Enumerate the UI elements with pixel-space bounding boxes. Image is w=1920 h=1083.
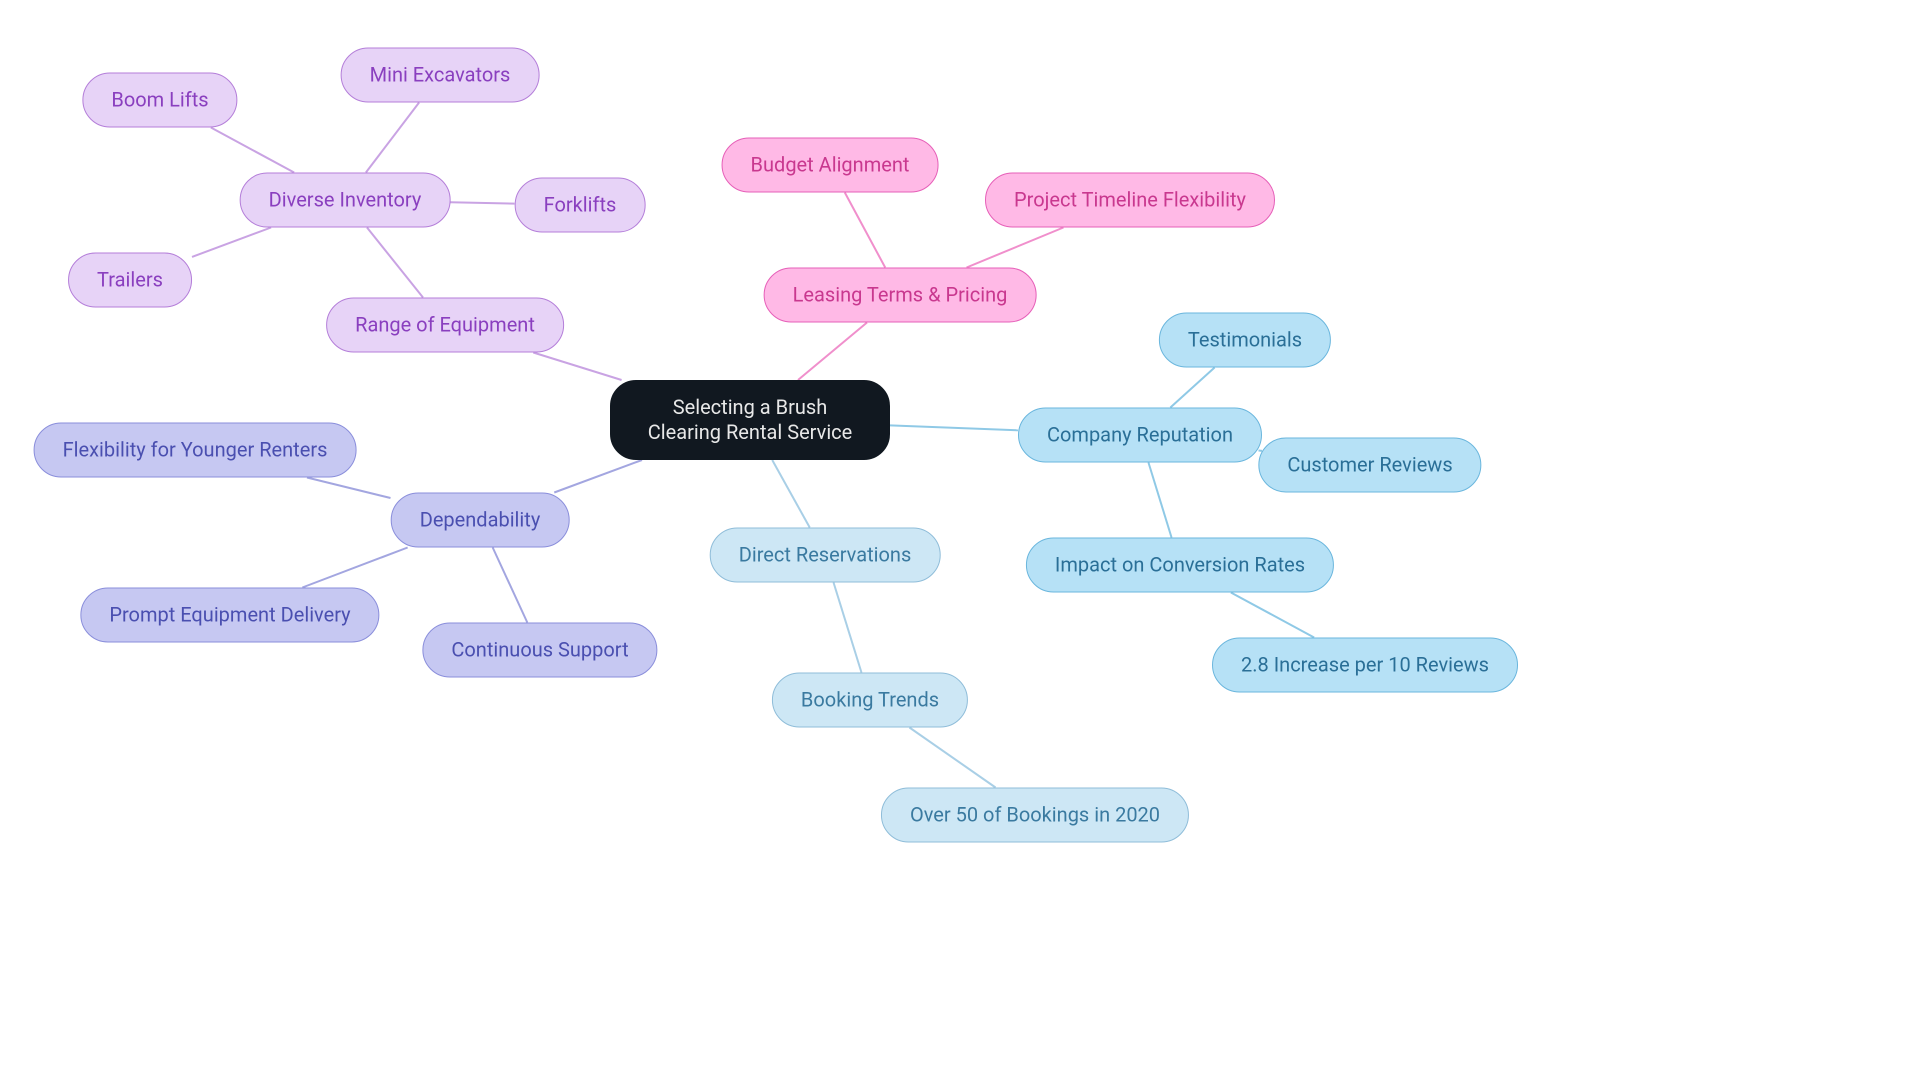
edge-root-depend: [554, 460, 642, 493]
node-budget: Budget Alignment: [722, 138, 939, 193]
edge-depend-prompt: [302, 548, 407, 588]
edge-reputation-impact: [1148, 463, 1171, 538]
node-label: Customer Reviews: [1287, 453, 1452, 477]
node-label: Diverse Inventory: [269, 188, 422, 212]
node-label: Continuous Support: [451, 638, 628, 662]
edge-depend-flexr: [307, 478, 391, 499]
node-flexr: Flexibility for Younger Renters: [34, 423, 357, 478]
node-label: 2.8 Increase per 10 Reviews: [1241, 653, 1489, 677]
node-label: Forklifts: [544, 193, 617, 217]
node-over50: Over 50 of Bookings in 2020: [881, 788, 1189, 843]
node-label: Direct Reservations: [739, 543, 912, 567]
edge-lease-timeline: [967, 228, 1064, 268]
edge-reputation-testim: [1170, 368, 1214, 408]
node-root: Selecting a Brush Clearing Rental Servic…: [610, 380, 890, 460]
node-timeline: Project Timeline Flexibility: [985, 173, 1275, 228]
node-booking: Booking Trends: [772, 673, 968, 728]
edge-diverse-boom: [211, 128, 294, 173]
node-label: Flexibility for Younger Renters: [63, 438, 328, 462]
node-custrev: Customer Reviews: [1258, 438, 1481, 493]
node-label: Budget Alignment: [751, 153, 910, 177]
node-label: Leasing Terms & Pricing: [793, 283, 1008, 307]
edge-root-reputation: [890, 425, 1018, 430]
node-label: Booking Trends: [801, 688, 939, 712]
node-trail: Trailers: [68, 253, 192, 308]
node-reputation: Company Reputation: [1018, 408, 1262, 463]
edge-root-direct: [772, 460, 810, 528]
edge-root-lease: [798, 323, 867, 381]
edge-diverse-trail: [192, 228, 271, 257]
edge-root-range: [533, 353, 621, 381]
node-fork: Forklifts: [515, 178, 646, 233]
node-diverse: Diverse Inventory: [240, 173, 451, 228]
node-depend: Dependability: [391, 493, 570, 548]
edge-depend-cont: [493, 548, 528, 623]
node-range: Range of Equipment: [326, 298, 564, 353]
node-label: Boom Lifts: [111, 88, 208, 112]
mindmap-canvas: Selecting a Brush Clearing Rental Servic…: [0, 0, 1920, 1083]
node-label: Selecting a Brush Clearing Rental Servic…: [648, 395, 853, 444]
edge-lease-budget: [845, 193, 885, 268]
node-testim: Testimonials: [1159, 313, 1331, 368]
node-label: Company Reputation: [1047, 423, 1233, 447]
node-label: Dependability: [420, 508, 541, 532]
node-label: Testimonials: [1188, 328, 1302, 352]
node-prompt: Prompt Equipment Delivery: [80, 588, 379, 643]
node-label: Trailers: [97, 268, 163, 292]
edge-booking-over50: [909, 728, 995, 788]
node-boom: Boom Lifts: [82, 73, 237, 128]
node-lease: Leasing Terms & Pricing: [764, 268, 1037, 323]
node-label: Prompt Equipment Delivery: [109, 603, 350, 627]
edge-impact-inc28: [1231, 593, 1314, 638]
edge-layer: [0, 0, 1920, 1083]
edge-diverse-fork: [451, 202, 515, 203]
edge-direct-booking: [834, 583, 862, 673]
node-cont: Continuous Support: [422, 623, 657, 678]
node-direct: Direct Reservations: [710, 528, 941, 583]
edge-range-diverse: [367, 228, 423, 298]
node-label: Mini Excavators: [370, 63, 511, 87]
node-impact: Impact on Conversion Rates: [1026, 538, 1334, 593]
node-label: Over 50 of Bookings in 2020: [910, 803, 1160, 827]
node-inc28: 2.8 Increase per 10 Reviews: [1212, 638, 1518, 693]
node-label: Impact on Conversion Rates: [1055, 553, 1305, 577]
edge-diverse-mini: [366, 103, 419, 173]
node-label: Project Timeline Flexibility: [1014, 188, 1246, 212]
node-label: Range of Equipment: [355, 313, 535, 337]
node-mini: Mini Excavators: [341, 48, 540, 103]
